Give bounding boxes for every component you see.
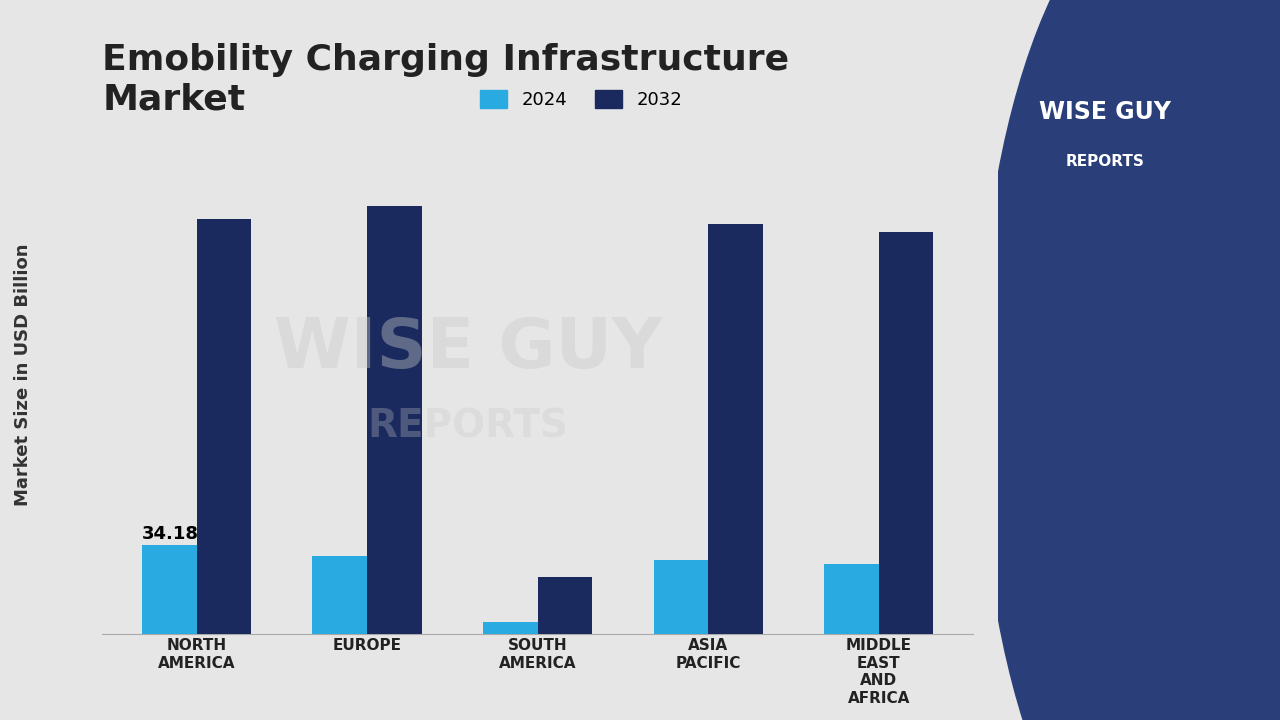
Bar [197, 219, 251, 634]
Text: Emobility Charging Infrastructure
Market: Emobility Charging Infrastructure Market [102, 43, 790, 117]
Text: Market Size in USD Billion: Market Size in USD Billion [14, 243, 32, 505]
Bar [538, 577, 593, 634]
Text: REPORTS: REPORTS [367, 408, 568, 445]
Bar [312, 556, 367, 634]
Text: REPORTS: REPORTS [1066, 155, 1144, 169]
Bar [878, 232, 933, 634]
Bar [483, 622, 538, 634]
Text: WISE GUY: WISE GUY [1039, 99, 1171, 124]
Circle shape [979, 0, 1280, 720]
Bar [824, 564, 878, 634]
Bar [708, 224, 763, 634]
Text: 34.18: 34.18 [142, 526, 198, 544]
Text: WISE GUY: WISE GUY [274, 315, 662, 382]
Bar [367, 206, 421, 634]
Legend: 2024, 2032: 2024, 2032 [474, 83, 689, 117]
Bar [142, 545, 197, 634]
Bar [654, 559, 708, 634]
